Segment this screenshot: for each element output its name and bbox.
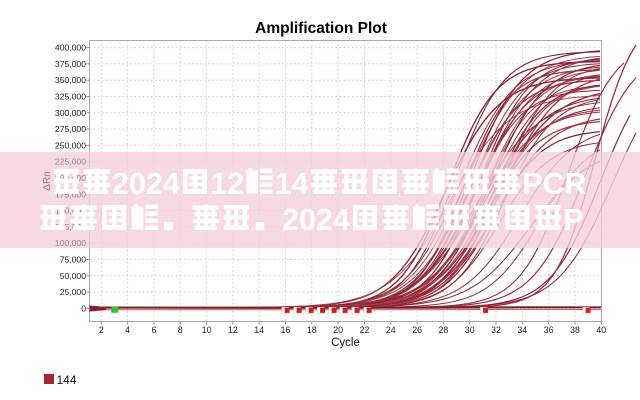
svg-text:75,000: 75,000 (60, 255, 87, 265)
svg-text:16: 16 (281, 325, 291, 335)
svg-text:38: 38 (570, 325, 580, 335)
svg-text:300,000: 300,000 (55, 108, 86, 118)
svg-text:225,000: 225,000 (55, 157, 86, 167)
svg-text:12: 12 (210, 167, 244, 201)
svg-text:14: 14 (254, 325, 264, 335)
svg-text:Cycle: Cycle (331, 337, 360, 349)
svg-text:8: 8 (178, 325, 183, 335)
svg-text:150,000: 150,000 (55, 206, 86, 216)
svg-text:18: 18 (307, 325, 317, 335)
svg-text:250,000: 250,000 (55, 140, 86, 150)
svg-text:144: 144 (57, 373, 77, 387)
svg-text:22: 22 (360, 325, 370, 335)
svg-text:32: 32 (491, 325, 501, 335)
svg-text:175,000: 175,000 (55, 189, 86, 199)
svg-text:40: 40 (596, 325, 606, 335)
svg-text:P: P (563, 203, 583, 237)
svg-text:275,000: 275,000 (55, 124, 86, 134)
svg-text:28: 28 (439, 325, 449, 335)
svg-text:24: 24 (386, 325, 396, 335)
svg-text:2: 2 (99, 325, 104, 335)
svg-text:350,000: 350,000 (55, 75, 86, 85)
svg-text:200,000: 200,000 (55, 173, 86, 183)
svg-text:50,000: 50,000 (60, 271, 87, 281)
svg-text:6: 6 (151, 325, 156, 335)
svg-text:125,000: 125,000 (55, 222, 86, 232)
svg-text:10: 10 (202, 325, 212, 335)
svg-text:325,000: 325,000 (55, 92, 86, 102)
svg-text:100,000: 100,000 (55, 238, 86, 248)
svg-text:2024: 2024 (282, 203, 350, 237)
svg-text:400,000: 400,000 (55, 43, 86, 53)
svg-text:PCR: PCR (522, 167, 586, 201)
svg-text:375,000: 375,000 (55, 59, 86, 69)
svg-text:34: 34 (517, 325, 527, 335)
svg-text:0: 0 (81, 303, 86, 313)
svg-text:12: 12 (228, 325, 238, 335)
svg-text:20: 20 (333, 325, 343, 335)
svg-text:30: 30 (465, 325, 475, 335)
svg-text:14: 14 (275, 167, 309, 201)
svg-text:36: 36 (544, 325, 554, 335)
svg-text:26: 26 (412, 325, 422, 335)
svg-text:4: 4 (125, 325, 130, 335)
svg-text:ΔRn: ΔRn (42, 171, 53, 190)
svg-text:Amplification Plot: Amplification Plot (255, 20, 387, 37)
svg-text:2024: 2024 (112, 167, 180, 201)
svg-text:25,000: 25,000 (60, 287, 87, 297)
